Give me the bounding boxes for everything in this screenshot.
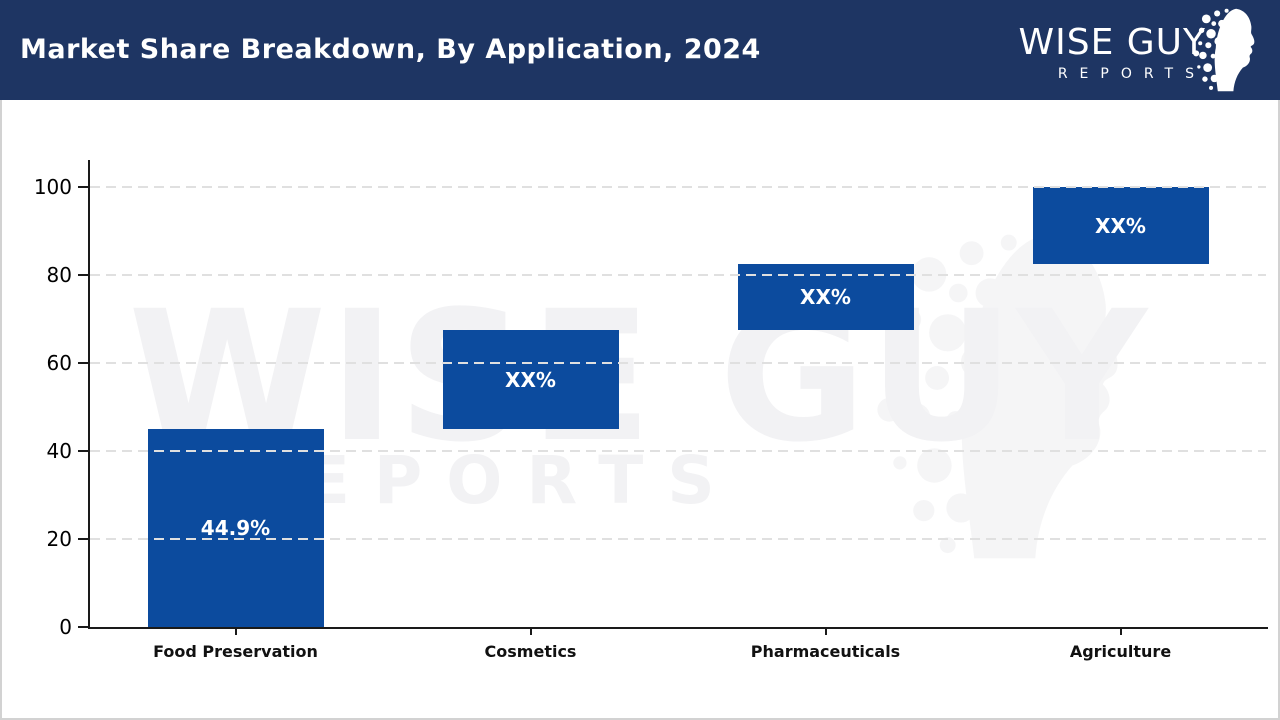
x-axis-line (88, 627, 1268, 629)
x-tick-mark (234, 627, 237, 635)
brand-head-icon (1193, 8, 1255, 92)
bar-value-label: XX% (505, 367, 556, 392)
x-tick-mark (824, 627, 827, 635)
plot-area: 0 20 40 60 80 100 44.9% Food Preservation XX% Cos… (34, 160, 1268, 661)
brand-logo-subtitle: REPORTS (1057, 66, 1206, 82)
gridline-y-40 (90, 450, 1266, 452)
y-axis-line (88, 160, 90, 627)
y-tick-label: 60 (46, 351, 72, 375)
page-title: Market Share Breakdown, By Application, … (20, 34, 761, 65)
x-tick-mark (1119, 627, 1122, 635)
x-category-label: Agriculture (1069, 642, 1172, 661)
y-tick-mark (78, 362, 88, 364)
y-tick-mark (78, 626, 88, 628)
gridline-y-100 (90, 186, 1266, 188)
x-category-label: Food Preservation (153, 642, 318, 661)
bar-segment-food-preservation (147, 429, 324, 627)
gridline-y-60 (90, 362, 1266, 364)
bar-value-label: XX% (800, 285, 851, 309)
x-tick-mark (529, 627, 532, 635)
y-tick-label: 100 (33, 175, 72, 199)
y-tick-label: 40 (46, 439, 72, 463)
header-band: Market Share Breakdown, By Application, … (0, 0, 1280, 100)
gridline-y-80 (90, 274, 1266, 276)
bar-value-label: 44.9% (200, 516, 271, 541)
bar-segment-agriculture (1032, 187, 1209, 264)
bar-segment-cosmetics (442, 330, 619, 430)
gridline-y-20 (90, 538, 1266, 540)
y-tick-mark (78, 186, 88, 188)
bar-value-label: XX% (1095, 213, 1146, 238)
brand-logo-name: WISE GUY (1018, 22, 1206, 63)
y-tick-mark (78, 274, 88, 276)
y-tick-label: 0 (59, 615, 72, 639)
y-tick-label: 80 (46, 263, 72, 287)
x-category-label: Cosmetics (484, 642, 577, 661)
y-tick-label: 20 (46, 527, 72, 551)
brand-logo: WISE GUY REPORTS (1010, 4, 1270, 96)
y-tick-mark (78, 538, 88, 540)
y-tick-mark (78, 450, 88, 452)
x-category-label: Pharmaceuticals (750, 642, 901, 661)
